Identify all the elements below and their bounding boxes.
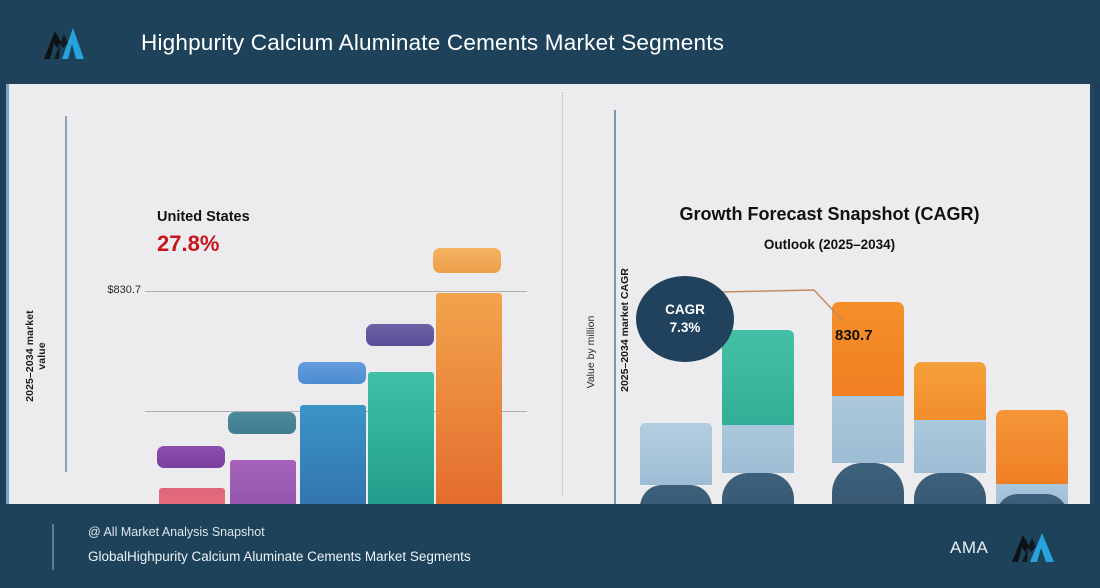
- footer-brand-text: AMA: [950, 538, 989, 557]
- right-chart-panel: 2025–2034 market CAGR Growth Forecast Sn…: [562, 84, 1097, 540]
- bar-cap-2026: [298, 362, 366, 384]
- cagr-bubble-value: 7.3%: [669, 320, 701, 335]
- page-footer: [0, 504, 1100, 588]
- callout-connector: [722, 289, 845, 323]
- left-y-axis-label: 2025–2034 market value: [24, 310, 48, 402]
- right-chart-subtitle: Outlook (2025–2034): [763, 237, 896, 252]
- cagr-bubble: CAGR 7.3%: [636, 276, 734, 362]
- left-region-name: United States: [157, 209, 250, 225]
- gridline-top: [145, 291, 527, 292]
- page-title: Highpurity Calcium Aluminate Cements Mar…: [141, 30, 725, 55]
- ama-mountain-logo-icon: [44, 28, 84, 59]
- stack-2033-middle: [832, 396, 904, 463]
- left-y-axis-line: [65, 116, 67, 472]
- bar-cap-2025: [366, 324, 434, 346]
- bar-2026: [300, 405, 366, 521]
- footer-divider: [52, 524, 54, 570]
- bar-cap-2024: [433, 248, 501, 273]
- right-y-axis-label: 2025–2034 market CAGR: [619, 268, 631, 392]
- bar-2025: [368, 372, 434, 521]
- stack-2027-top: [996, 410, 1068, 496]
- stack-2029-middle: [914, 420, 986, 473]
- bar-cap-dots: [228, 412, 296, 434]
- cagr-bubble-label: CAGR: [665, 302, 705, 317]
- bar-2024: [436, 293, 502, 521]
- footer-ama-mountain-logo-icon: [1012, 533, 1054, 562]
- footer-subject-line: GlobalHighpurity Calcium Aluminate Cemen…: [88, 549, 471, 564]
- stack-2025-middle: [640, 423, 712, 485]
- right-y-axis-line: [614, 110, 616, 522]
- stack-2031-middle: [722, 425, 794, 473]
- left-region-percent: 27.8%: [157, 231, 220, 256]
- left-chart-panel: 2025–2034 market value United States 27.…: [9, 84, 597, 540]
- footer-source-line: @ All Market Analysis Snapshot: [88, 525, 265, 539]
- value-callout: 830.7: [835, 327, 873, 344]
- panel-divider: [562, 92, 563, 496]
- right-chart-title: Growth Forecast Snapshot (CAGR): [679, 204, 980, 224]
- page-header: Highpurity Calcium Aluminate Cements Mar…: [0, 0, 1100, 84]
- bar-cap-2033: [157, 446, 225, 468]
- chart-canvas: 2025–2034 market value United States 27.…: [6, 84, 1097, 540]
- y-tick-top: $830.7: [107, 284, 141, 296]
